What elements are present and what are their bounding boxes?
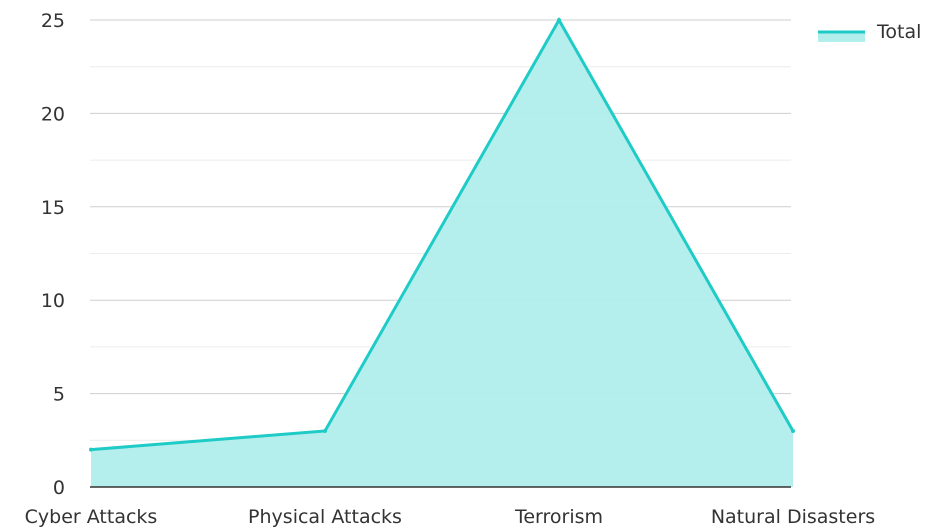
data-point-terrorism — [557, 18, 561, 22]
series-points — [89, 18, 795, 452]
x-tick-label: Physical Attacks — [248, 506, 402, 528]
y-tick-label: 25 — [41, 10, 65, 32]
y-tick-label: 15 — [41, 197, 65, 219]
y-axis-ticks: 0 5 10 15 20 25 — [41, 10, 65, 499]
legend-label-total: Total — [876, 21, 921, 43]
y-tick-label: 20 — [41, 103, 65, 125]
x-axis-ticks: Cyber Attacks Physical Attacks Terrorism Na… — [25, 506, 876, 528]
data-point-cyber-attacks — [89, 447, 93, 452]
y-tick-label: 5 — [53, 384, 65, 406]
legend: Total — [818, 21, 921, 43]
data-point-physical-attacks — [323, 428, 327, 433]
x-tick-label: Cyber Attacks — [25, 506, 158, 528]
data-point-natural-disasters — [791, 428, 795, 433]
legend-swatch-fill — [818, 32, 865, 42]
x-tick-label: Terrorism — [514, 506, 603, 528]
series-line-total — [90, 16, 795, 452]
x-tick-label: Natural Disasters — [711, 506, 875, 528]
series-area-total — [91, 20, 793, 487]
y-tick-label: 0 — [53, 477, 65, 499]
y-tick-label: 10 — [41, 290, 65, 312]
